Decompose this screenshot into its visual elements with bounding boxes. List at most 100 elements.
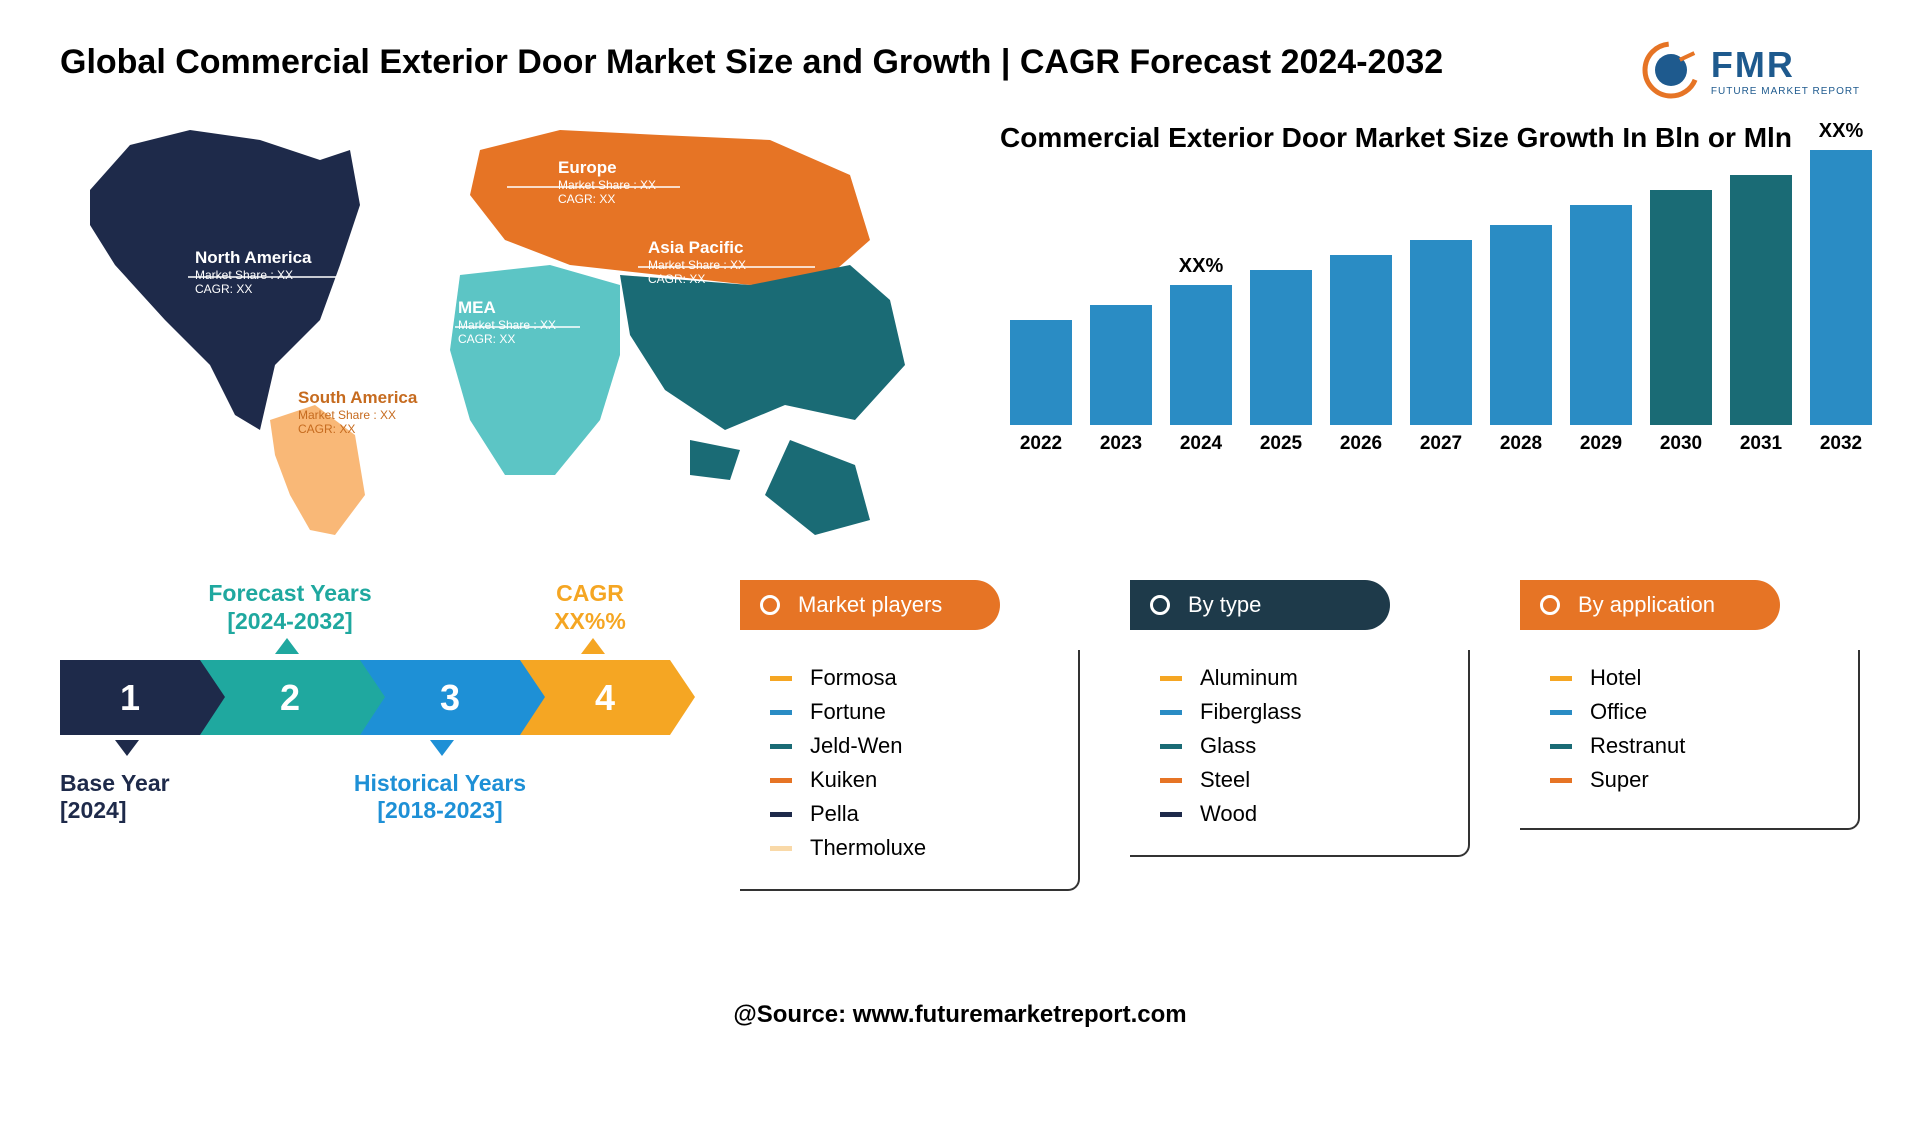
bar bbox=[1410, 240, 1472, 425]
bar-label: 2022 bbox=[1020, 433, 1062, 455]
dash-icon bbox=[770, 676, 792, 681]
bar-group: 2030 bbox=[1650, 190, 1712, 455]
tri-cagr bbox=[581, 638, 605, 654]
bar-annotation: XX% bbox=[1179, 255, 1223, 278]
bar-label: 2030 bbox=[1660, 433, 1702, 455]
list-item: Kuiken bbox=[770, 767, 1048, 793]
application-col: By application HotelOfficeRestranutSuper bbox=[1520, 580, 1860, 830]
list-item-label: Fortune bbox=[810, 699, 886, 725]
dash-icon bbox=[770, 710, 792, 715]
source-text: @Source: www.futuremarketreport.com bbox=[60, 1001, 1860, 1029]
dash-icon bbox=[1160, 710, 1182, 715]
bar bbox=[1330, 255, 1392, 425]
tri-hist bbox=[430, 740, 454, 756]
type-list: Aluminum Fiberglass Glass Steel Wood bbox=[1130, 650, 1470, 857]
bar-group: 2027 bbox=[1410, 240, 1472, 455]
cagr-label: CAGR XX%% bbox=[530, 580, 650, 635]
list-item: Hotel bbox=[1550, 665, 1828, 691]
world-map: North America Market Share : XX CAGR: XX… bbox=[60, 120, 960, 540]
region-mea: MEA Market Share : XX CAGR: XX bbox=[458, 298, 556, 346]
dash-icon bbox=[1160, 812, 1182, 817]
list-item: Restranut bbox=[1550, 733, 1828, 759]
bar-label: 2026 bbox=[1340, 433, 1382, 455]
type-col: By type Aluminum Fiberglass Glass Steel Wood bbox=[1130, 580, 1470, 857]
base-label: Base Year [2024] bbox=[60, 770, 200, 825]
dash-icon bbox=[1550, 710, 1572, 715]
bar-label: 2025 bbox=[1260, 433, 1302, 455]
bar bbox=[1570, 205, 1632, 425]
players-pill: Market players bbox=[740, 580, 1000, 630]
bar-chart-area: Commercial Exterior Door Market Size Gro… bbox=[1000, 120, 1872, 540]
bar-group: XX%2032 bbox=[1810, 150, 1872, 455]
bar bbox=[1490, 225, 1552, 425]
bar-group: 2023 bbox=[1090, 305, 1152, 455]
list-item: Wood bbox=[1160, 801, 1438, 827]
list-item-label: Aluminum bbox=[1200, 665, 1298, 691]
players-col: Market players Formosa Fortune Jeld-Wen Kui… bbox=[740, 580, 1080, 891]
forecast-label: Forecast Years [2024-2032] bbox=[200, 580, 380, 635]
bar bbox=[1170, 285, 1232, 425]
list-item: Fortune bbox=[770, 699, 1048, 725]
logo-icon bbox=[1641, 40, 1701, 100]
bar-group: 2025 bbox=[1250, 270, 1312, 455]
dash-icon bbox=[1550, 676, 1572, 681]
list-item: Steel bbox=[1160, 767, 1438, 793]
bar-group: 2028 bbox=[1490, 225, 1552, 455]
logo-main-text: FMR bbox=[1711, 44, 1860, 86]
bar-label: 2024 bbox=[1180, 433, 1222, 455]
dash-icon bbox=[770, 812, 792, 817]
bar bbox=[1650, 190, 1712, 425]
list-item-label: Wood bbox=[1200, 801, 1257, 827]
region-eu: Europe Market Share : XX CAGR: XX bbox=[558, 158, 656, 206]
logo-sub-text: FUTURE MARKET REPORT bbox=[1711, 86, 1860, 97]
bar bbox=[1730, 175, 1792, 425]
list-item-label: Hotel bbox=[1590, 665, 1641, 691]
region-na: North America Market Share : XX CAGR: XX bbox=[195, 248, 312, 296]
list-item: Thermoluxe bbox=[770, 835, 1048, 861]
bar-label: 2031 bbox=[1740, 433, 1782, 455]
bar-group: 2022 bbox=[1010, 320, 1072, 455]
bar-chart: 20222023XX%20242025202620272028202920302… bbox=[1000, 175, 1872, 455]
dash-icon bbox=[770, 846, 792, 851]
list-item-label: Jeld-Wen bbox=[810, 733, 903, 759]
list-item-label: Pella bbox=[810, 801, 859, 827]
list-item-label: Fiberglass bbox=[1200, 699, 1301, 725]
dash-icon bbox=[770, 778, 792, 783]
application-list: Hotel Office Restranut Super bbox=[1520, 650, 1860, 830]
dash-icon bbox=[1550, 778, 1572, 783]
bar-group: 2029 bbox=[1570, 205, 1632, 455]
bar bbox=[1090, 305, 1152, 425]
seg-1: 1 bbox=[60, 660, 200, 735]
region-sa: South America Market Share : XX CAGR: XX bbox=[298, 388, 417, 436]
dash-icon bbox=[1160, 676, 1182, 681]
list-item-label: Steel bbox=[1200, 767, 1250, 793]
list-item: Super bbox=[1550, 767, 1828, 793]
bar-label: 2032 bbox=[1820, 433, 1862, 455]
list-item-label: Glass bbox=[1200, 733, 1256, 759]
list-item-label: Formosa bbox=[810, 665, 897, 691]
list-item: Office bbox=[1550, 699, 1828, 725]
list-item-label: Office bbox=[1590, 699, 1647, 725]
chart-title: Commercial Exterior Door Market Size Gro… bbox=[1000, 120, 1872, 155]
list-item: Formosa bbox=[770, 665, 1048, 691]
bar-label: 2023 bbox=[1100, 433, 1142, 455]
dash-icon bbox=[1550, 744, 1572, 749]
tri-base bbox=[115, 740, 139, 756]
list-item: Fiberglass bbox=[1160, 699, 1438, 725]
players-pill-label: Market players bbox=[798, 592, 942, 618]
bar-group: XX%2024 bbox=[1170, 285, 1232, 455]
bottom-section: Forecast Years [2024-2032] CAGR XX%% 1 2… bbox=[60, 580, 1860, 891]
bar-label: 2027 bbox=[1420, 433, 1462, 455]
region-ap: Asia Pacific Market Share : XX CAGR: XX bbox=[648, 238, 746, 286]
list-item-label: Thermoluxe bbox=[810, 835, 926, 861]
list-item-label: Kuiken bbox=[810, 767, 877, 793]
type-pill: By type bbox=[1130, 580, 1390, 630]
header: Global Commercial Exterior Door Market S… bbox=[60, 40, 1860, 100]
list-item: Glass bbox=[1160, 733, 1438, 759]
list-item-label: Restranut bbox=[1590, 733, 1685, 759]
type-pill-label: By type bbox=[1188, 592, 1261, 618]
bar bbox=[1250, 270, 1312, 425]
bar-group: 2026 bbox=[1330, 255, 1392, 455]
bar-group: 2031 bbox=[1730, 175, 1792, 455]
list-item: Aluminum bbox=[1160, 665, 1438, 691]
